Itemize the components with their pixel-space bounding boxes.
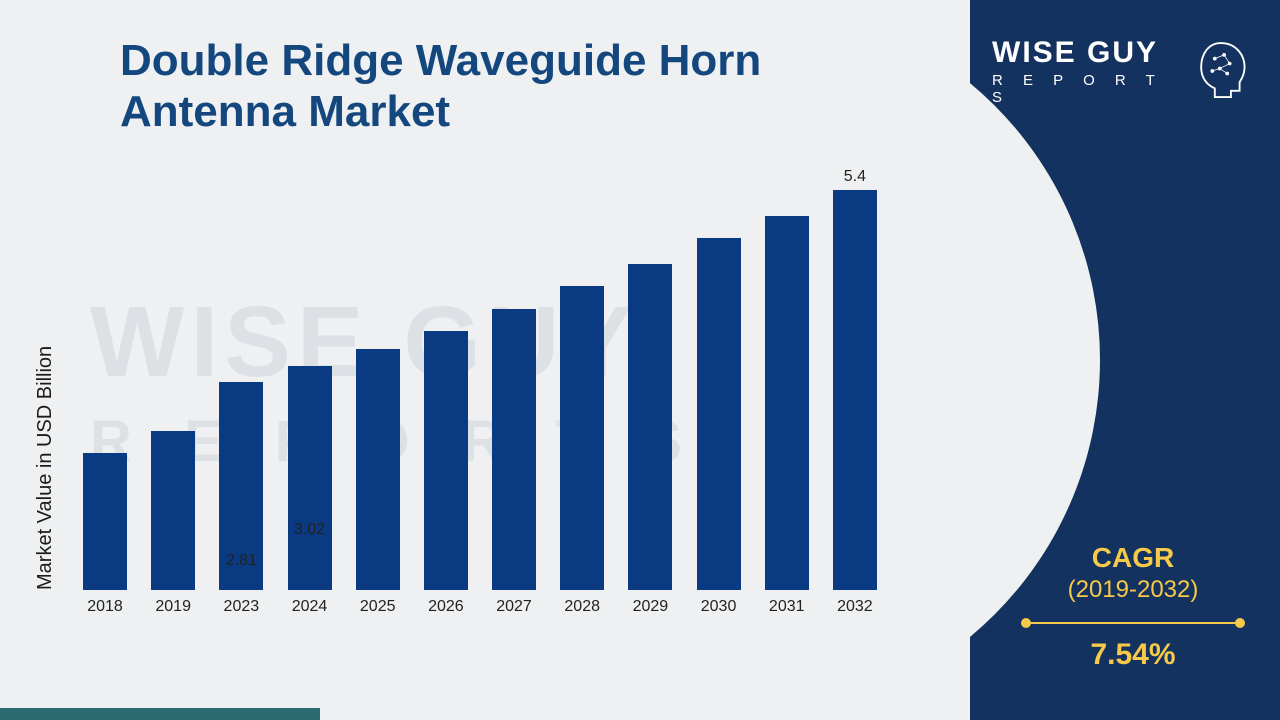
- x-tick-label: 2026: [421, 598, 471, 616]
- bar-col: [762, 216, 812, 590]
- x-tick-label: 2030: [694, 598, 744, 616]
- x-tick-label: 2018: [80, 598, 130, 616]
- bar-col: [353, 349, 403, 590]
- cagr-block: CAGR (2019-2032) 7.54%: [1018, 542, 1248, 672]
- brand-head-icon: [1190, 40, 1252, 102]
- x-tick-label: 2027: [489, 598, 539, 616]
- bar: [560, 286, 604, 590]
- bar-value-label: 5.4: [825, 168, 885, 186]
- x-tick-label: 2023: [216, 598, 266, 616]
- bar-col: [421, 331, 471, 590]
- y-axis-label: Market Value in USD Billion: [34, 346, 57, 590]
- bar: [424, 331, 468, 590]
- x-tick-label: 2031: [762, 598, 812, 616]
- cagr-divider: [1026, 622, 1240, 624]
- bar-col: 2.81: [216, 382, 266, 590]
- brand-text: WISE GUY R E P O R T S: [992, 36, 1180, 106]
- bar-col: [625, 264, 675, 590]
- bar: [288, 366, 332, 590]
- bottom-accent-strip: [0, 708, 320, 720]
- bar: [151, 431, 195, 590]
- bar: [356, 349, 400, 590]
- cagr-value: 7.54%: [1018, 638, 1248, 672]
- x-tick-label: 2024: [285, 598, 335, 616]
- bar: [83, 453, 127, 590]
- brand-logo: WISE GUY R E P O R T S: [992, 36, 1252, 106]
- bar: [765, 216, 809, 590]
- x-axis-labels: 2018 2019 2023 2024 2025 2026 2027 2028 2029 2030…: [80, 598, 880, 616]
- bar-col: [489, 309, 539, 590]
- x-tick-label: 2019: [148, 598, 198, 616]
- bar-col: [80, 453, 130, 590]
- chart-title: Double Ridge Waveguide Horn Antenna Mark…: [120, 36, 940, 137]
- x-tick-label: 2032: [830, 598, 880, 616]
- bars-container: 2.81 3.02 5.4: [80, 190, 880, 590]
- brand-line1: WISE GUY: [992, 36, 1180, 70]
- bar-col: [694, 238, 744, 590]
- bar: [833, 190, 877, 590]
- bar: [492, 309, 536, 590]
- bar-col: 5.4: [830, 190, 880, 590]
- bar-chart: 2.81 3.02 5.4: [80, 190, 880, 590]
- bar: [628, 264, 672, 590]
- cagr-label: CAGR: [1018, 542, 1248, 574]
- bar: [697, 238, 741, 590]
- bar-value-label: 2.81: [211, 552, 271, 570]
- bar-col: [557, 286, 607, 590]
- bar-col: 3.02: [285, 366, 335, 590]
- bar-col: [148, 431, 198, 590]
- x-tick-label: 2029: [625, 598, 675, 616]
- bar-value-label: 3.02: [280, 521, 340, 539]
- x-tick-label: 2025: [353, 598, 403, 616]
- market-chart-card: WISE GUY R E P O R T S Double Ridge Wave…: [0, 0, 1280, 720]
- brand-line2: R E P O R T S: [992, 72, 1180, 106]
- x-tick-label: 2028: [557, 598, 607, 616]
- cagr-period: (2019-2032): [1018, 576, 1248, 604]
